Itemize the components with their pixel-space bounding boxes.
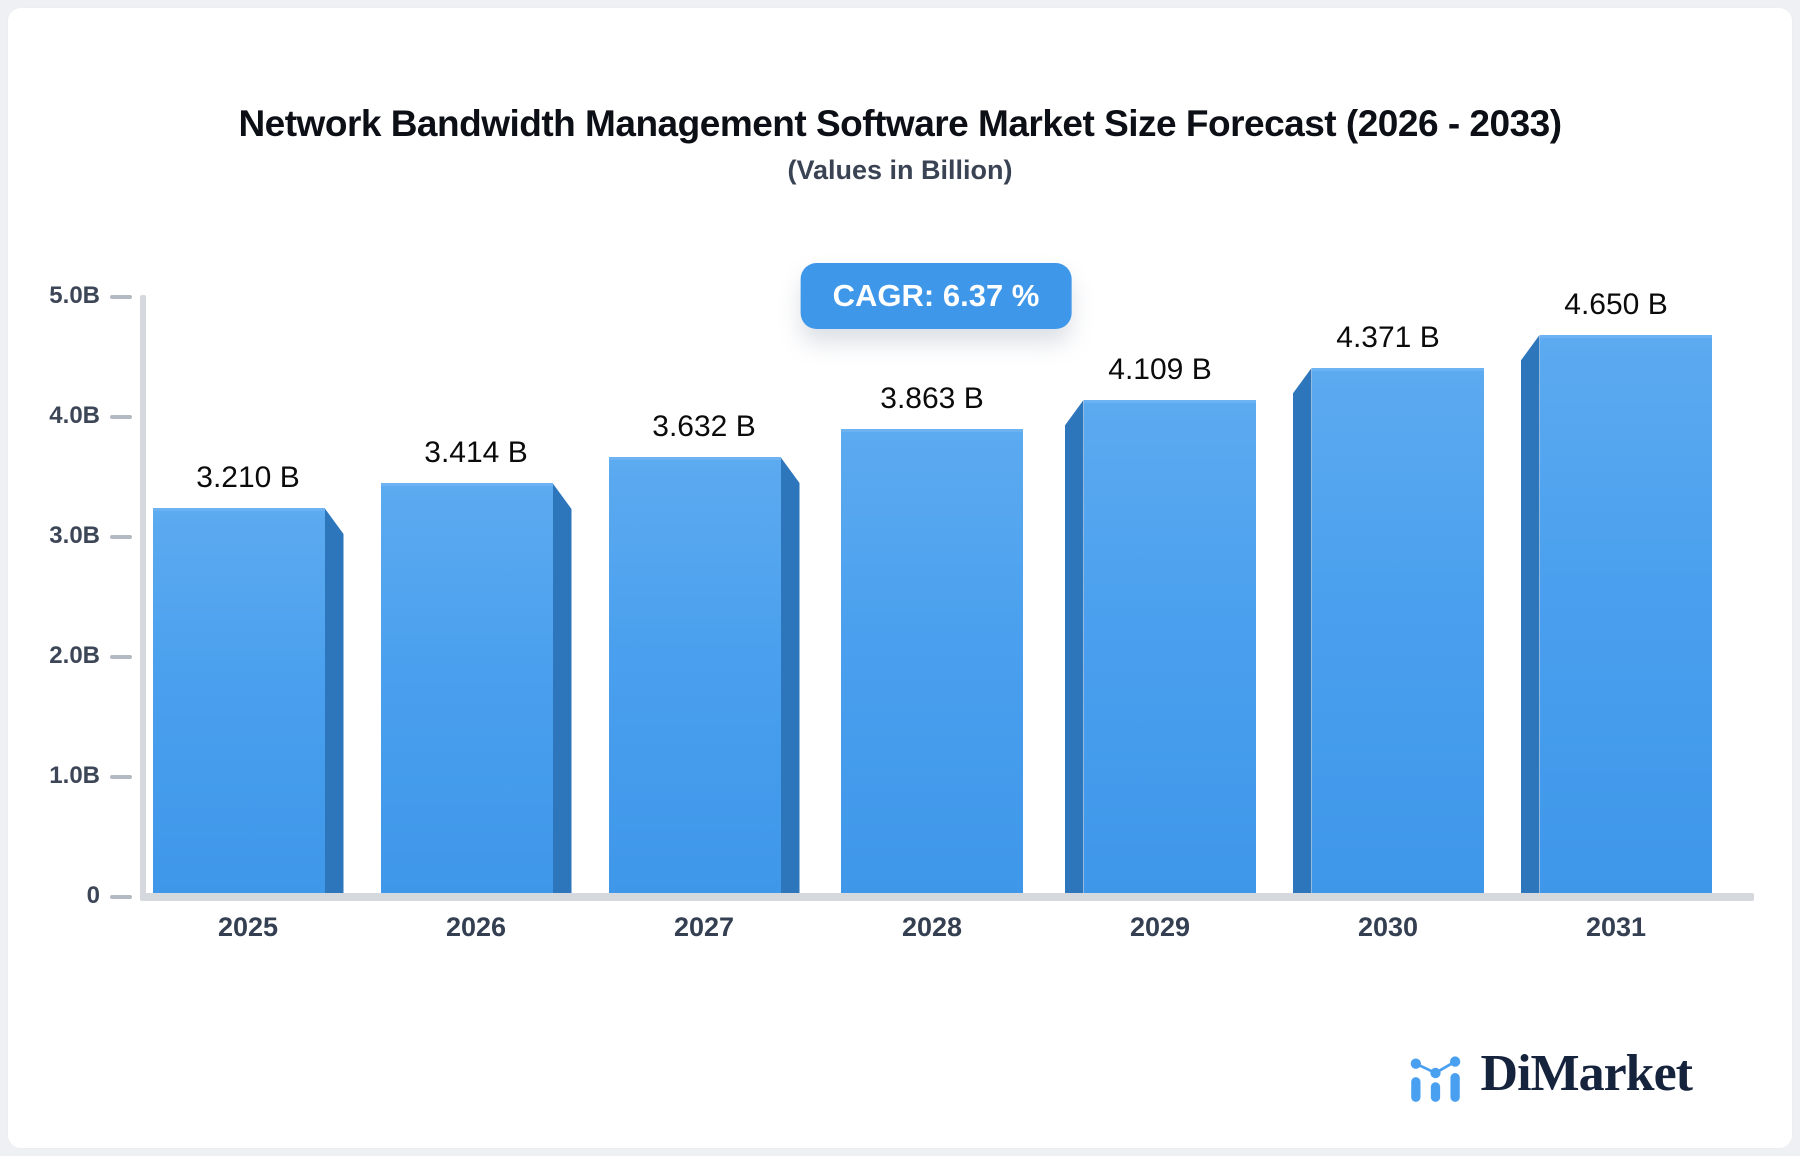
bar-front-face: [1539, 335, 1712, 893]
bar-2030: [1292, 368, 1484, 893]
bar-value-label: 4.371 B: [1336, 321, 1440, 354]
bar-front-face: [152, 508, 325, 893]
chart-card: Network Bandwidth Management Software Ma…: [7, 7, 1793, 1149]
bar-2027: [608, 457, 800, 893]
x-axis-label: 2026: [445, 912, 507, 942]
bar-side-face: [324, 508, 344, 893]
y-tick-mark: [110, 895, 132, 899]
y-tick-label: 1.0B: [49, 762, 100, 789]
bar-side-face: [552, 483, 572, 893]
y-tick-mark: [110, 655, 132, 659]
bar-side-face: [1064, 400, 1084, 893]
bar-value-label: 3.210 B: [196, 461, 300, 494]
y-tick-label: 4.0B: [49, 402, 100, 429]
brand-logo: DiMarket: [1405, 1043, 1693, 1105]
brand-name: DiMarket: [1480, 1045, 1693, 1102]
bar-front-face: [608, 457, 781, 893]
x-axis-line: [140, 893, 1754, 901]
x-axis-label: 2031: [1585, 912, 1647, 942]
bar-value-label: 3.414 B: [424, 436, 528, 469]
chart-subtitle: (Values in Billion): [787, 155, 1013, 185]
bar-front-face: [841, 429, 1023, 893]
bar-side-face: [1292, 368, 1312, 893]
bar-2026: [380, 483, 572, 893]
y-tick-mark: [110, 415, 132, 419]
bar-2031: [1520, 335, 1712, 893]
y-tick-label: 3.0B: [49, 522, 100, 549]
y-tick-label: 0: [86, 882, 100, 909]
cagr-badge: CAGR: 6.37 %: [800, 263, 1072, 329]
bar-2028: [841, 429, 1023, 893]
bar-front-face: [380, 483, 553, 893]
x-axis-label: 2030: [1357, 912, 1419, 942]
bar-front-face: [1311, 368, 1484, 893]
bar-value-label: 3.632 B: [652, 410, 756, 443]
bar-value-label: 4.109 B: [1108, 353, 1212, 386]
y-tick-mark: [110, 775, 132, 779]
bar-side-face: [1520, 335, 1540, 893]
bar-2029: [1064, 400, 1256, 893]
bar-2025: [152, 508, 344, 893]
bar-front-face: [1083, 400, 1256, 893]
x-axis-label: 2027: [673, 912, 735, 942]
x-axis-label: 2028: [901, 912, 963, 942]
bar-value-label: 4.650 B: [1564, 288, 1668, 321]
bar-chart-trend-icon: [1410, 1056, 1460, 1102]
y-tick-mark: [110, 295, 132, 299]
bar-value-label: 3.863 B: [880, 382, 984, 415]
chart-title: Network Bandwidth Management Software Ma…: [238, 103, 1562, 144]
x-axis-label: 2029: [1129, 912, 1191, 942]
y-tick-label: 5.0B: [49, 282, 100, 309]
bar-side-face: [780, 457, 800, 893]
y-tick-mark: [110, 535, 132, 539]
y-tick-label: 2.0B: [49, 642, 100, 669]
y-axis-line: [140, 295, 146, 901]
x-axis-label: 2025: [217, 912, 279, 942]
